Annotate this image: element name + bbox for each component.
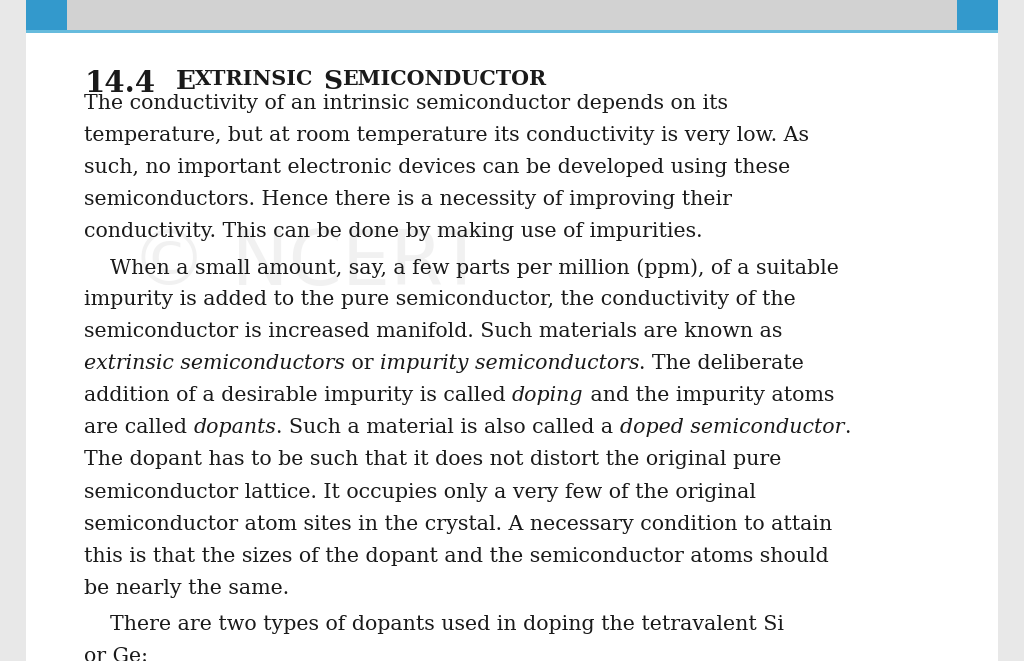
Text: 14.4: 14.4 xyxy=(84,69,175,98)
Text: . The deliberate: . The deliberate xyxy=(639,354,804,373)
Text: The conductivity of an intrinsic semiconductor depends on its: The conductivity of an intrinsic semicon… xyxy=(84,94,728,113)
Text: impurity semiconductors: impurity semiconductors xyxy=(380,354,639,373)
Text: be nearly the same.: be nearly the same. xyxy=(84,578,289,598)
Text: doped semiconductor: doped semiconductor xyxy=(620,418,845,438)
Text: E: E xyxy=(175,69,196,95)
Bar xyxy=(957,0,998,30)
Bar xyxy=(26,0,67,30)
Bar xyxy=(26,30,998,33)
Text: and the impurity atoms: and the impurity atoms xyxy=(584,386,834,405)
Text: doping: doping xyxy=(512,386,584,405)
Text: such, no important electronic devices can be developed using these: such, no important electronic devices ca… xyxy=(84,158,791,177)
Text: XTRINSIC: XTRINSIC xyxy=(196,69,313,89)
Text: .: . xyxy=(845,418,851,438)
Text: impurity is added to the pure semiconductor, the conductivity of the: impurity is added to the pure semiconduc… xyxy=(84,290,796,309)
Bar xyxy=(26,0,998,30)
Text: addition of a desirable impurity is called: addition of a desirable impurity is call… xyxy=(84,386,512,405)
Text: this is that the sizes of the dopant and the semiconductor atoms should: this is that the sizes of the dopant and… xyxy=(84,547,828,566)
Text: semiconductor atom sites in the crystal. A necessary condition to attain: semiconductor atom sites in the crystal.… xyxy=(84,514,833,533)
Text: semiconductor is increased manifold. Such materials are known as: semiconductor is increased manifold. Suc… xyxy=(84,322,782,341)
Text: © NCERT: © NCERT xyxy=(130,227,484,301)
Text: conductivity. This can be done by making use of impurities.: conductivity. This can be done by making… xyxy=(84,222,702,241)
Text: semiconductors. Hence there is a necessity of improving their: semiconductors. Hence there is a necessi… xyxy=(84,190,732,209)
Text: are called: are called xyxy=(84,418,194,438)
Text: dopants: dopants xyxy=(194,418,276,438)
Text: or Ge:: or Ge: xyxy=(84,646,148,661)
Text: When a small amount, say, a few parts per million (ppm), of a suitable: When a small amount, say, a few parts pe… xyxy=(84,258,839,278)
Text: semiconductor lattice. It occupies only a very few of the original: semiconductor lattice. It occupies only … xyxy=(84,483,756,502)
Text: There are two types of dopants used in doping the tetravalent Si: There are two types of dopants used in d… xyxy=(84,615,784,634)
Text: EMICONDUCTOR: EMICONDUCTOR xyxy=(342,69,546,89)
Text: S: S xyxy=(323,69,342,95)
Text: or: or xyxy=(345,354,380,373)
Text: 14.4: 14.4 xyxy=(84,69,155,98)
Text: The dopant has to be such that it does not distort the original pure: The dopant has to be such that it does n… xyxy=(84,450,781,469)
Text: . Such a material is also called a: . Such a material is also called a xyxy=(276,418,620,438)
Text: temperature, but at room temperature its conductivity is very low. As: temperature, but at room temperature its… xyxy=(84,126,809,145)
Text: extrinsic semiconductors: extrinsic semiconductors xyxy=(84,354,345,373)
